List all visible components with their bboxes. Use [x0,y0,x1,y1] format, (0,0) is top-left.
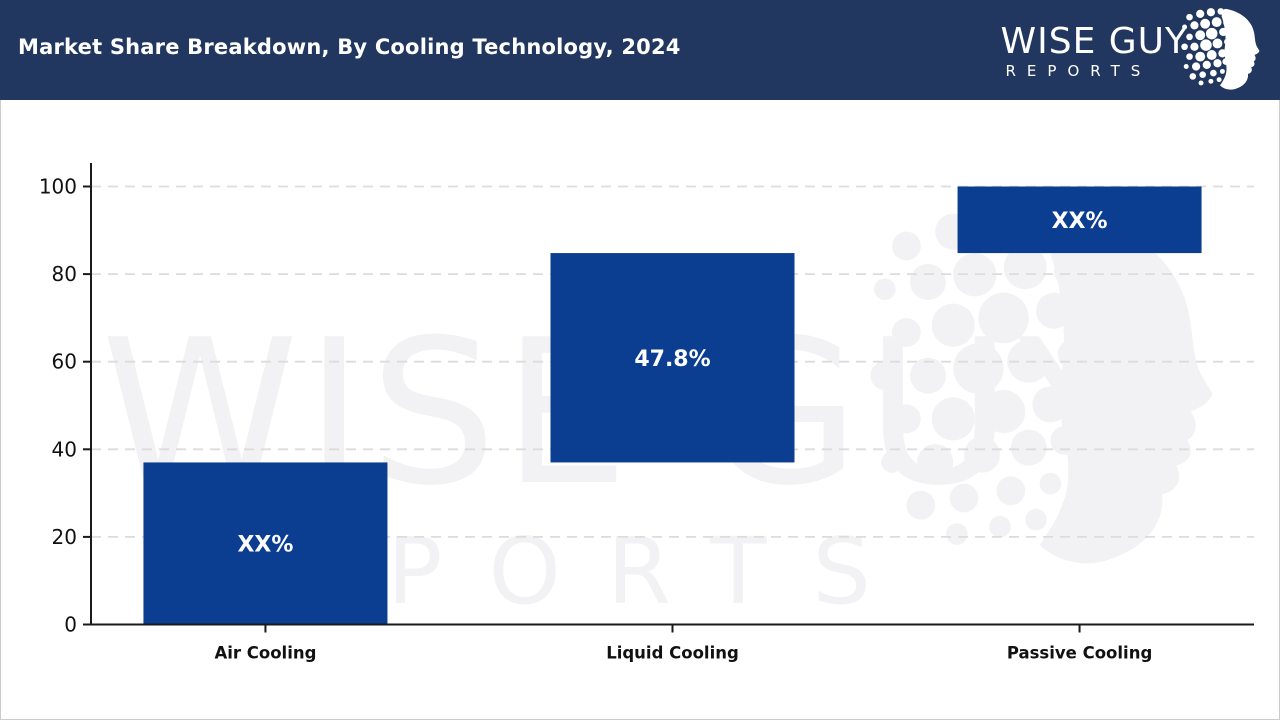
head-dot [1206,50,1217,60]
head-dot [917,444,954,480]
head-dot [1003,246,1047,290]
head-dot [996,476,1026,506]
header: Market Share Breakdown, By Cooling Techn… [0,0,1280,100]
bar-label-passive-cooling: XX% [1052,209,1108,234]
head-dot [1025,508,1047,531]
axes: 0 20 40 60 80 100 Air Cooling Liquid Cooling Pas… [39,163,1254,663]
chart-title: Market Share Breakdown, By Cooling Techn… [18,35,681,59]
head-dot [982,390,1026,434]
head-dot [1216,77,1222,83]
head-dot [931,303,975,347]
head-dot [964,436,1000,473]
face-profile [1039,210,1213,564]
head-dot [1212,38,1223,49]
bar-label-air-cooling: XX% [237,532,293,557]
head-dot [953,253,997,297]
y-tick-label: 80 [52,262,77,286]
bar-liquid-cooling [550,253,795,463]
head-dot [989,516,1011,538]
head-dot [1191,62,1201,71]
head-dot [1199,71,1206,79]
head-dot [910,357,946,394]
logo-name: WISE GUY [1000,20,1188,62]
head-dot [1196,9,1205,18]
head-dot [910,264,946,300]
head-dot [881,451,903,473]
head-dot [906,490,936,520]
head-dot [892,231,921,261]
head-dot [1190,21,1199,30]
head-dot [978,292,1029,344]
y-tick-label: 60 [52,350,77,374]
head-dot [946,523,968,545]
bars: XX% 47.8% XX% [143,186,1202,625]
dotted-head-icon [1181,8,1260,90]
head-dot [949,483,979,513]
head-dot [1206,8,1216,17]
x-tick-label-air-cooling: Air Cooling [214,644,316,663]
head-dot [1210,69,1217,77]
head-dot [1181,43,1188,51]
y-tick-label: 0 [64,613,77,637]
face-profile [1219,8,1260,90]
head-dot [1183,64,1189,69]
head-dot [874,278,896,300]
head-dot [1186,13,1193,21]
bar-passive-cooling [957,186,1202,254]
wise-guy-logo: WISE GUY REPORTS [1001,7,1271,95]
head-dot [892,318,921,347]
head-dot [1202,60,1211,69]
head-dot [931,397,975,441]
head-dot [1039,472,1062,495]
head-dot [1186,33,1193,41]
head-dot [1219,68,1225,74]
y-tick-label: 40 [52,437,77,461]
head-dot [1195,30,1206,41]
head-dot [870,361,900,390]
head-dot [1208,78,1214,84]
logo-text: WISE GUY REPORTS [1000,20,1189,80]
head-dot [1200,18,1211,29]
x-tick-label-liquid-cooling: Liquid Cooling [606,644,739,663]
head-dot [1205,27,1218,40]
waterfall-chart: WISE GUYREPORTSXX%47.8%XX%020406080100Ai… [39,163,1254,663]
logo-tagline: REPORTS [1005,61,1152,80]
head-dot [1186,53,1193,60]
head-dot [1010,429,1047,466]
bar-air-cooling [143,462,388,625]
bar-label-liquid-cooling: 47.8% [634,347,710,372]
dotted-head-icon [1181,8,1260,90]
y-tick-label: 100 [39,175,77,199]
x-tick-label-passive-cooling: Passive Cooling [1007,644,1152,663]
head-dot [1213,59,1222,68]
head-dot [1190,42,1199,51]
head-dot [1198,80,1204,86]
head-dot [953,343,1004,394]
head-dot [1189,73,1197,80]
head-dot [1195,51,1206,62]
head-dot [1211,17,1222,28]
chart-area: WISE GUY REPORTS XX% 47.8% XX% 0 20 40 60 80 100 Ai… [0,100,1280,720]
y-tick-label: 20 [52,525,77,549]
head-dot [1182,24,1188,30]
head-dot [1200,39,1212,51]
head-dot [892,404,921,434]
